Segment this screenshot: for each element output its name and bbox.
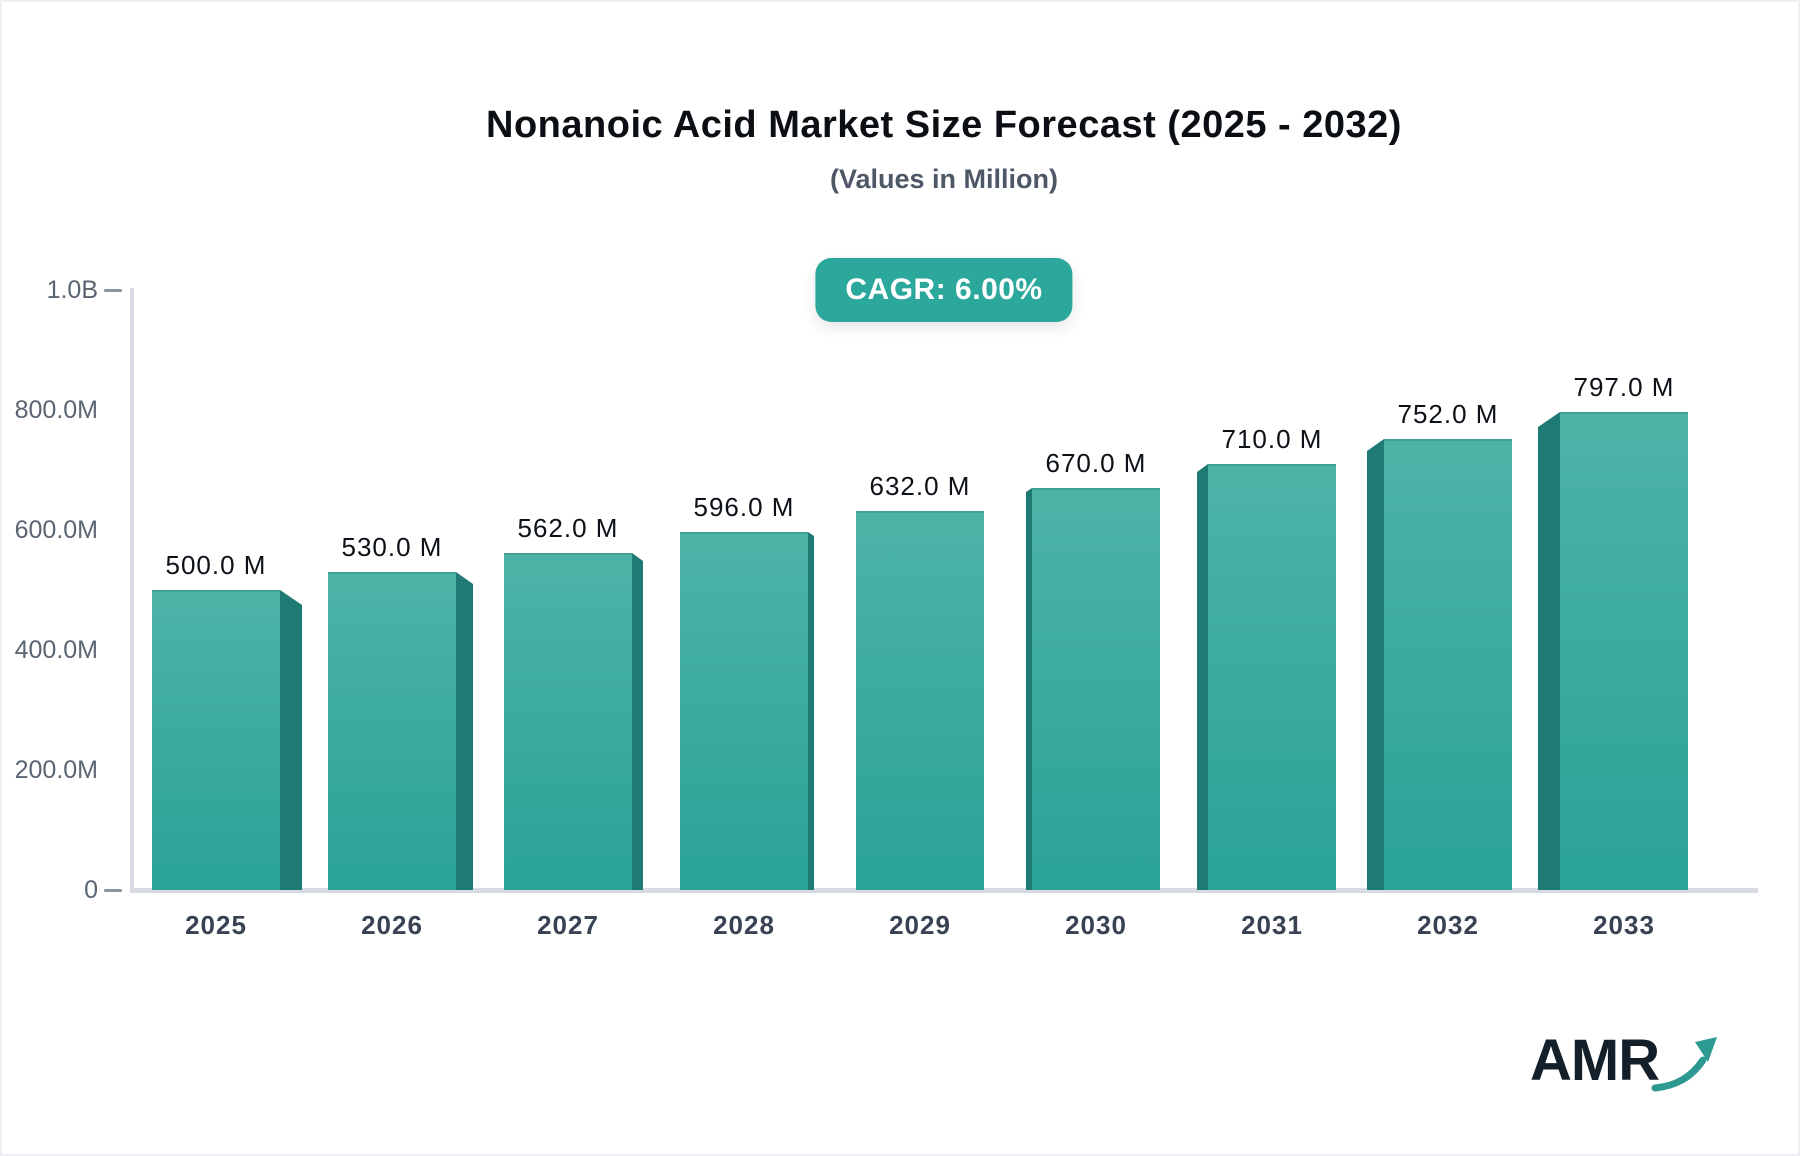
y-axis-tick-label: 400.0M [14, 636, 98, 664]
bar-value-label: 797.0 M [1573, 372, 1675, 402]
bar-2026[interactable] [328, 572, 456, 890]
x-axis-label: 2030 [1065, 910, 1127, 940]
bar-3d-side [808, 532, 814, 890]
bar-2025[interactable] [152, 590, 280, 890]
x-axis-label: 2032 [1417, 910, 1479, 940]
bar-2031[interactable] [1208, 464, 1336, 890]
x-axis-label: 2025 [185, 910, 247, 940]
y-axis-line [130, 288, 134, 890]
bar-2028[interactable] [680, 532, 808, 890]
y-axis-tick-label: 200.0M [14, 756, 98, 784]
bar-value-label: 710.0 M [1221, 424, 1323, 454]
cagr-badge: CAGR: 6.00% [815, 258, 1073, 322]
amr-logo: AMR [1530, 1032, 1721, 1094]
bar-value-label: 596.0 M [693, 492, 795, 522]
bar-value-label: 500.0 M [165, 550, 267, 580]
bar-2029[interactable] [856, 511, 984, 890]
x-axis-line [130, 888, 1758, 893]
x-axis-label: 2028 [713, 910, 775, 940]
amr-logo-text: AMR [1530, 1028, 1660, 1093]
bar-3d-side [1026, 488, 1032, 890]
bar-3d-side [632, 553, 643, 890]
y-axis-tick-mark [104, 889, 122, 892]
y-axis-tick-label: 0 [84, 876, 98, 904]
bar-value-label: 670.0 M [1045, 448, 1147, 478]
y-axis-tick-label: 1.0B [46, 276, 98, 304]
x-axis-label: 2033 [1593, 910, 1655, 940]
chart-title: Nonanoic Acid Market Size Forecast (2025… [486, 104, 1402, 146]
bar-3d-side [1197, 464, 1208, 890]
bar-value-label: 562.0 M [517, 513, 619, 543]
x-axis-label: 2026 [361, 910, 423, 940]
y-axis-tick-label: 800.0M [14, 396, 98, 424]
bar-2030[interactable] [1032, 488, 1160, 890]
bar-value-label: 752.0 M [1397, 399, 1499, 429]
bar-3d-side [1538, 412, 1560, 890]
bar-value-label: 632.0 M [869, 471, 971, 501]
bar-3d-side [456, 572, 473, 890]
chart-subtitle: (Values in Million) [829, 164, 1059, 194]
bar-3d-side [280, 590, 302, 890]
y-axis-tick-mark [104, 289, 122, 292]
x-axis-label: 2031 [1241, 910, 1303, 940]
bar-2027[interactable] [504, 553, 632, 890]
bar-3d-side [1367, 439, 1384, 890]
bar-value-label: 530.0 M [341, 532, 443, 562]
x-axis-label: 2029 [889, 910, 951, 940]
bar-2032[interactable] [1384, 439, 1512, 890]
x-axis-label: 2027 [537, 910, 599, 940]
y-axis-tick-label: 600.0M [14, 516, 98, 544]
bar-2033[interactable] [1560, 412, 1688, 890]
growth-arrow-icon [1651, 1037, 1718, 1092]
